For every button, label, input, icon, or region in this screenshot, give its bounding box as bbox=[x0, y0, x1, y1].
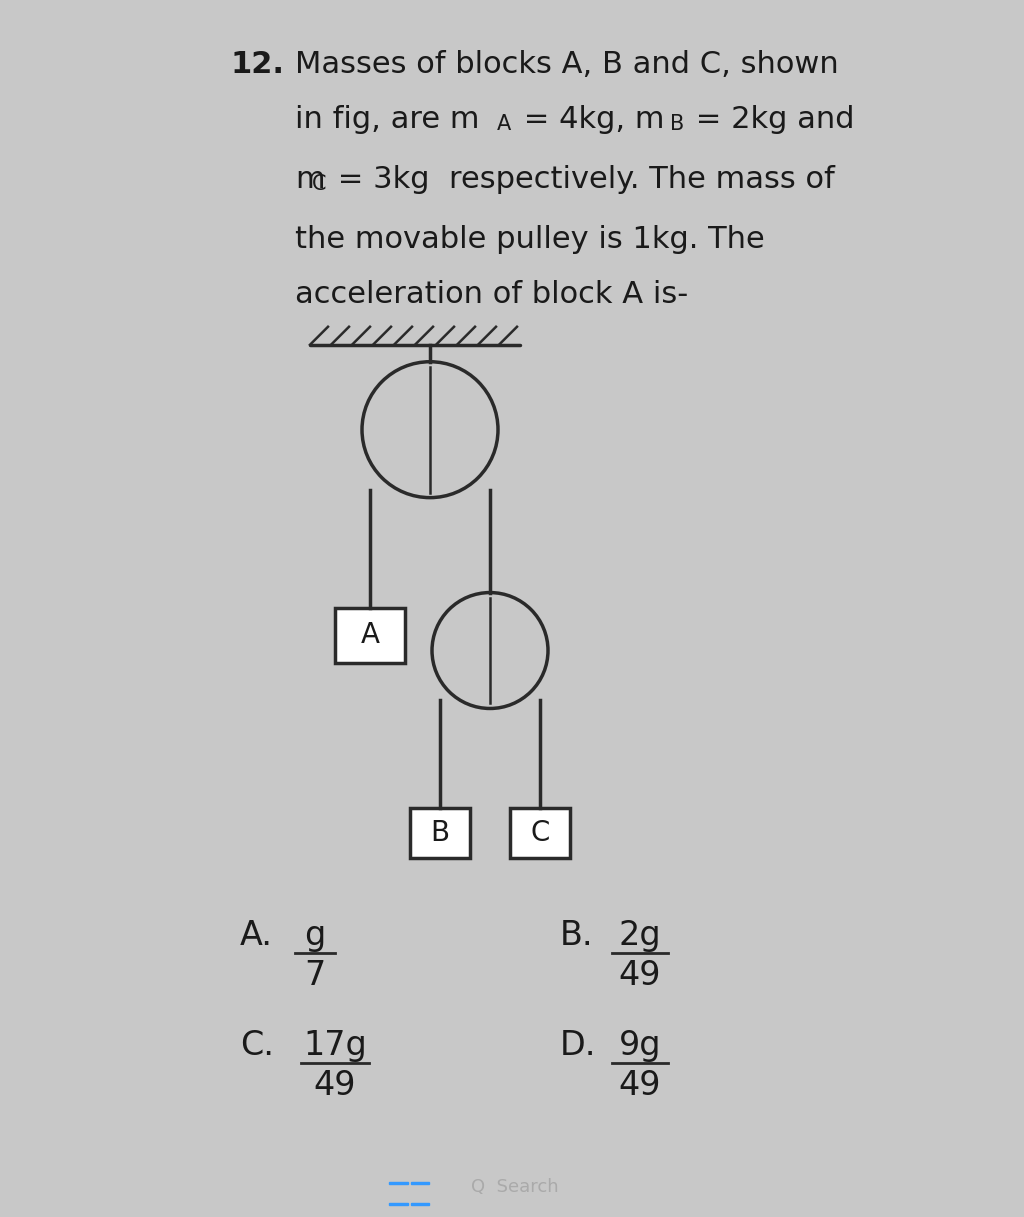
Text: 49: 49 bbox=[618, 959, 662, 992]
Text: g: g bbox=[304, 919, 326, 953]
Bar bbox=[411, 1182, 429, 1183]
Text: B: B bbox=[430, 819, 450, 847]
Text: 49: 49 bbox=[618, 1070, 662, 1103]
Text: Q  Search: Q Search bbox=[471, 1178, 559, 1195]
Text: C.: C. bbox=[240, 1030, 274, 1062]
Text: 2g: 2g bbox=[618, 919, 662, 953]
Text: C: C bbox=[312, 174, 327, 194]
Text: Masses of blocks A, B and C, shown: Masses of blocks A, B and C, shown bbox=[295, 50, 839, 79]
Bar bbox=[411, 1204, 429, 1205]
Text: in fig, are m: in fig, are m bbox=[295, 105, 479, 134]
Text: B.: B. bbox=[560, 919, 594, 953]
Text: 49: 49 bbox=[313, 1070, 356, 1103]
Text: C: C bbox=[530, 819, 550, 847]
Bar bbox=[335, 607, 406, 662]
Text: B: B bbox=[670, 114, 684, 134]
Text: = 3kg  respectively. The mass of: = 3kg respectively. The mass of bbox=[328, 164, 835, 194]
Text: A: A bbox=[497, 114, 511, 134]
Text: = 4kg, m: = 4kg, m bbox=[514, 105, 665, 134]
Text: A: A bbox=[360, 621, 380, 649]
Text: 7: 7 bbox=[304, 959, 326, 992]
Bar bbox=[410, 808, 470, 858]
Text: the movable pulley is 1kg. The: the movable pulley is 1kg. The bbox=[295, 225, 765, 254]
Bar bbox=[389, 1204, 408, 1205]
Text: m: m bbox=[295, 164, 325, 194]
Text: = 2kg and: = 2kg and bbox=[686, 105, 854, 134]
Text: 9g: 9g bbox=[618, 1030, 662, 1062]
Text: A.: A. bbox=[240, 919, 273, 953]
Bar bbox=[389, 1182, 408, 1183]
Text: 12.: 12. bbox=[230, 50, 284, 79]
Bar bbox=[510, 808, 570, 858]
Text: acceleration of block A is-: acceleration of block A is- bbox=[295, 280, 688, 309]
Text: D.: D. bbox=[560, 1030, 597, 1062]
Text: 17g: 17g bbox=[303, 1030, 367, 1062]
